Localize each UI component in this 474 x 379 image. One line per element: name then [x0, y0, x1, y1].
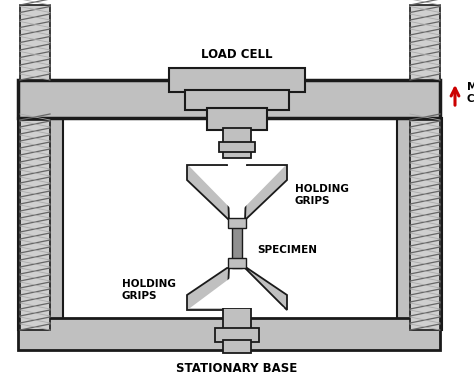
Text: LOAD CELL: LOAD CELL [201, 49, 273, 61]
Bar [232, 220, 242, 268]
Bar [223, 308, 251, 330]
Polygon shape [187, 268, 229, 310]
Text: STATIONARY BASE: STATIONARY BASE [176, 362, 298, 374]
Polygon shape [245, 165, 287, 220]
Bar [410, 5, 440, 80]
Bar [223, 128, 251, 158]
Bar [169, 68, 305, 92]
Polygon shape [190, 273, 284, 308]
Bar [20, 120, 50, 330]
Bar [18, 80, 440, 118]
Bar [18, 318, 440, 350]
Bar [223, 340, 251, 353]
Text: HOLDING
GRIPS: HOLDING GRIPS [122, 279, 176, 301]
Bar [20, 5, 50, 80]
Text: SPECIMEN: SPECIMEN [257, 245, 317, 255]
Polygon shape [187, 165, 229, 220]
Bar [207, 108, 267, 130]
Bar [219, 142, 255, 152]
Bar [397, 118, 442, 330]
Text: HOLDING
GRIPS: HOLDING GRIPS [295, 184, 349, 206]
Bar [228, 218, 246, 228]
Polygon shape [189, 166, 285, 215]
Bar [215, 328, 259, 342]
Bar [410, 120, 440, 330]
Bar [228, 258, 246, 268]
Bar [185, 90, 289, 110]
Text: MOVING
CROSSHEAD: MOVING CROSSHEAD [467, 82, 474, 104]
Bar [18, 118, 63, 330]
Polygon shape [245, 268, 287, 310]
